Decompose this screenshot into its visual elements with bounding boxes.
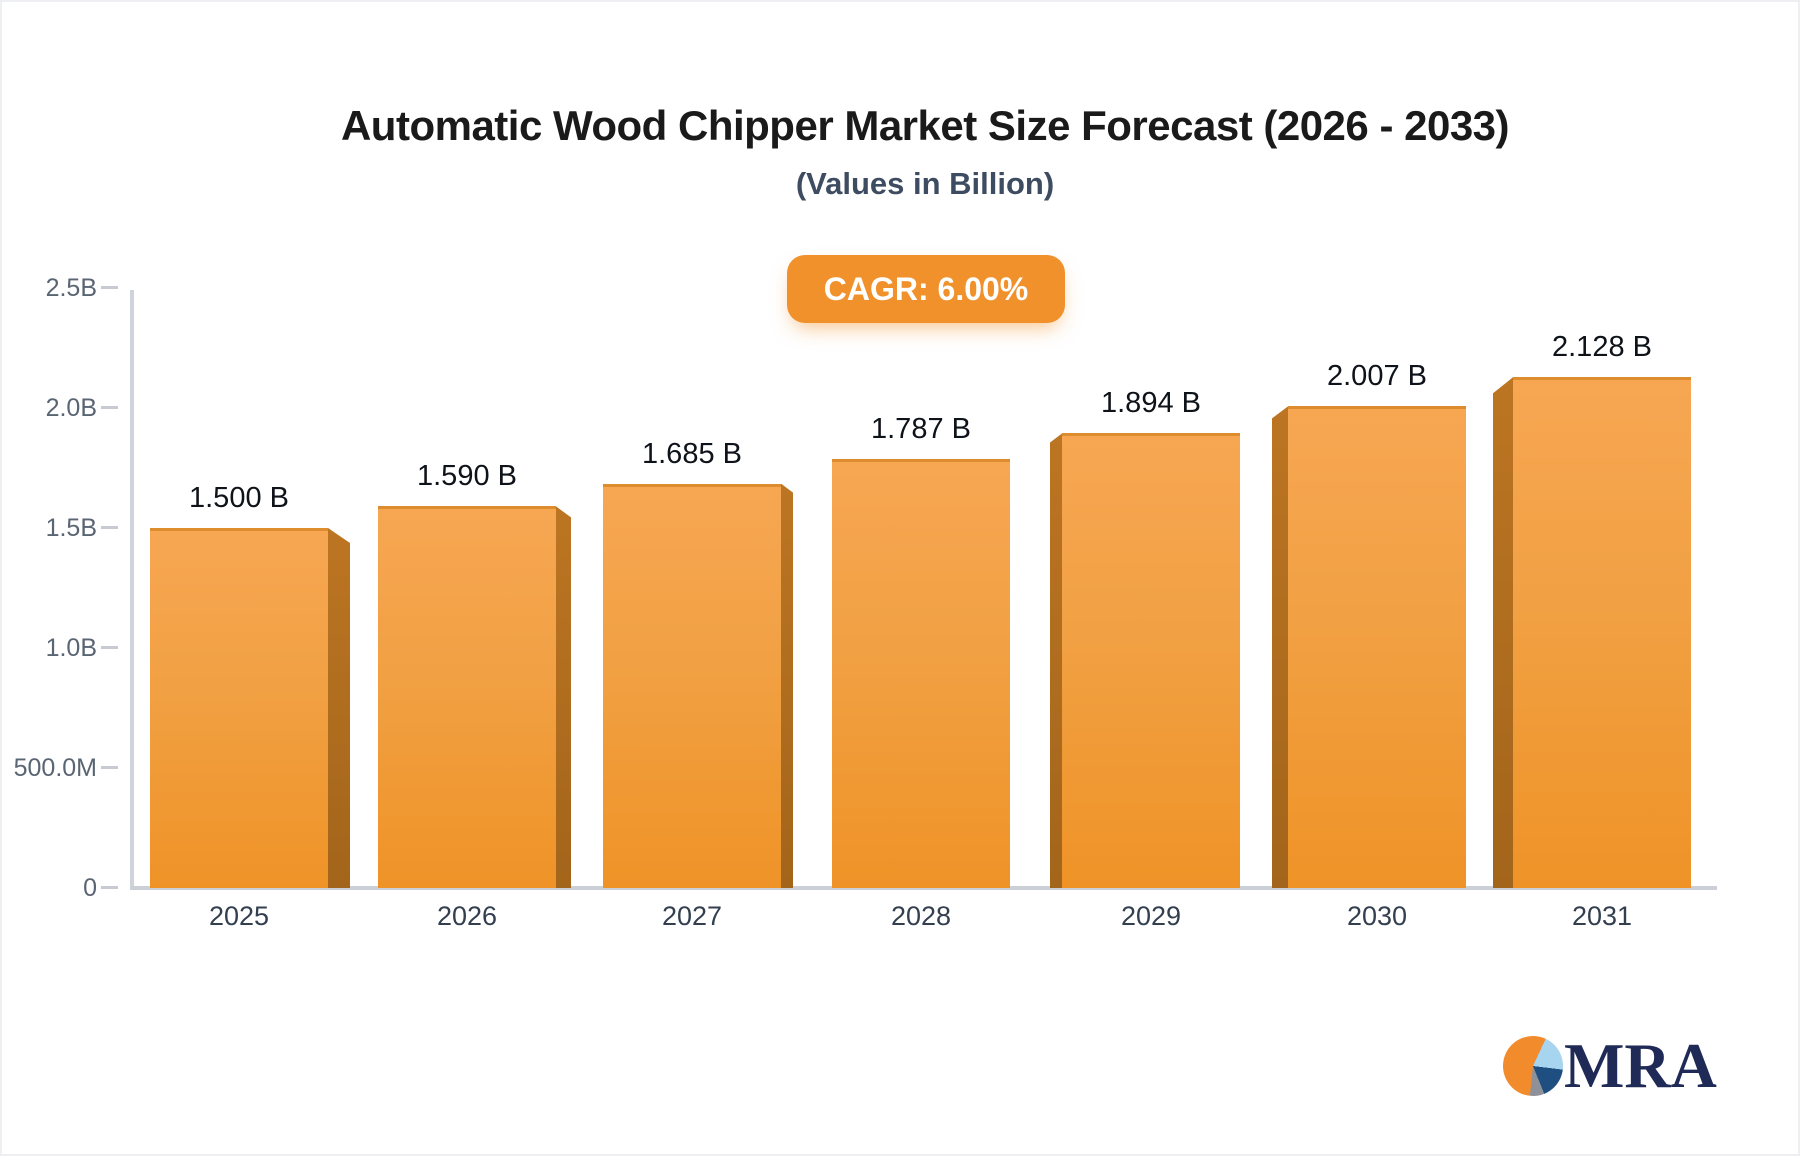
x-tick-label: 2028 [890, 901, 952, 931]
bar-3d-side [1050, 433, 1062, 888]
bar-2030 [1288, 406, 1466, 888]
y-tick-label: 1.5B [45, 514, 97, 542]
bar-3d-side [1493, 377, 1513, 888]
x-tick-label: 2031 [1571, 901, 1633, 931]
brand-logo: MRA [1503, 1030, 1717, 1101]
y-tick-label: 1.0B [45, 634, 97, 662]
bar-3d-side [556, 506, 571, 888]
y-tick-label: 2.5B [45, 274, 97, 302]
cagr-badge: CAGR: 6.00% [787, 255, 1065, 323]
bar-2029 [1062, 433, 1240, 888]
bar-value-label: 1.685 B [642, 437, 742, 470]
y-tick-mark [101, 646, 118, 649]
y-tick-mark [101, 766, 118, 769]
bar-value-label: 1.500 B [189, 482, 289, 514]
x-tick-label: 2026 [436, 901, 498, 931]
chart-subtitle: (Values in Billion) [795, 166, 1055, 201]
bar-value-label: 2.007 B [1327, 360, 1427, 393]
bar-2026 [378, 506, 556, 888]
y-tick-label: 2.0B [45, 394, 97, 422]
bar-2028 [832, 459, 1010, 888]
bar-2025 [150, 528, 328, 888]
y-axis-line [130, 290, 134, 888]
y-tick-mark [101, 286, 118, 289]
bar-2031 [1513, 377, 1691, 888]
y-tick-mark [101, 886, 118, 889]
y-tick-label: 500.0M [13, 754, 97, 782]
bar-value-label: 1.894 B [1101, 387, 1201, 420]
chart-title: Automatic Wood Chipper Market Size Forec… [340, 102, 1510, 149]
bar-value-label: 2.128 B [1552, 331, 1652, 364]
y-tick-mark [101, 406, 118, 409]
bar-3d-side [781, 483, 793, 888]
bar-3d-side [328, 528, 350, 888]
y-tick-label: 0 [83, 874, 97, 902]
x-tick-label: 2025 [208, 901, 270, 931]
bar-value-label: 1.787 B [871, 413, 971, 446]
x-tick-label: 2030 [1346, 901, 1408, 931]
logo-text: MRA [1564, 1030, 1717, 1101]
x-axis-baseline [130, 886, 1717, 890]
bar-2027 [603, 483, 781, 888]
y-tick-mark [101, 526, 118, 529]
pie-chart-logo-icon [1503, 1036, 1563, 1096]
bar-3d-side [1272, 406, 1288, 888]
x-tick-label: 2029 [1120, 901, 1182, 931]
bar-value-label: 1.590 B [417, 460, 517, 493]
x-tick-label: 2027 [661, 901, 723, 931]
